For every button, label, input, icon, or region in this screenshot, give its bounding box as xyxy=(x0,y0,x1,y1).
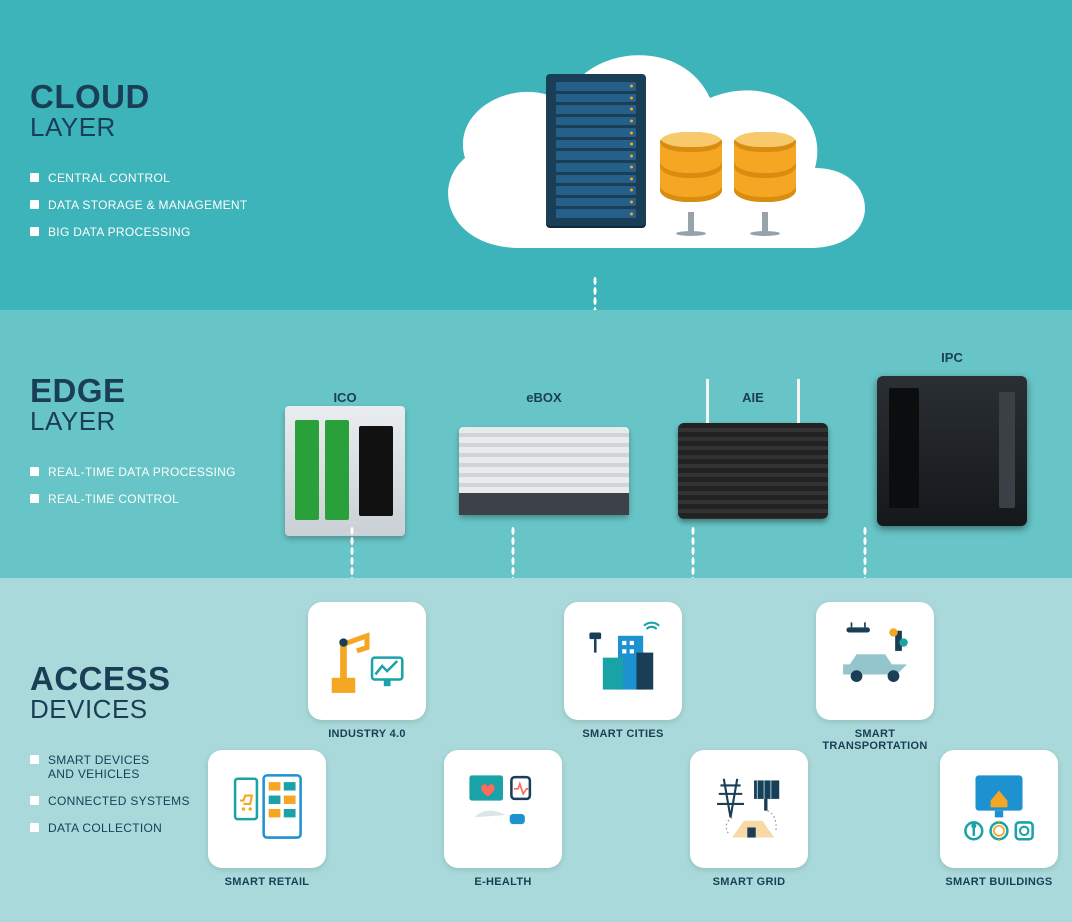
tile-label: SMART TRANSPORTATION xyxy=(810,728,940,752)
database-icon xyxy=(734,132,796,218)
tile-industry xyxy=(308,602,426,720)
edge-device-ebox: eBOX xyxy=(454,390,634,531)
edge-device-ico: ICO xyxy=(270,390,420,531)
tile-label: SMART CITIES xyxy=(560,728,686,740)
server-rack-icon xyxy=(546,74,646,226)
cloud-bullet: DATA STORAGE & MANAGEMENT xyxy=(30,198,248,212)
cloud-bullets: CENTRAL CONTROL DATA STORAGE & MANAGEMEN… xyxy=(30,171,248,239)
smart-cities-icon xyxy=(581,619,665,703)
database-icon xyxy=(660,132,722,218)
device-aie-icon xyxy=(678,423,828,519)
edge-bullet: REAL-TIME CONTROL xyxy=(30,492,236,506)
cloud-title: CLOUD xyxy=(30,78,248,116)
edge-bullets: REAL-TIME DATA PROCESSING REAL-TIME CONT… xyxy=(30,465,236,506)
tile-label: SMART RETAIL xyxy=(204,876,330,888)
edge-device-aie: AIE xyxy=(668,390,838,531)
smart-buildings-icon xyxy=(957,767,1041,851)
access-tiles: INDUSTRY 4.0 SMART CITIES xyxy=(208,602,1048,898)
layer-access: ACCESS DEVICES SMART DEVICES AND VEHICLE… xyxy=(0,578,1072,922)
e-health-icon xyxy=(461,767,545,851)
smart-grid-icon xyxy=(707,767,791,851)
cloud-bullet: CENTRAL CONTROL xyxy=(30,171,248,185)
edge-device-label: AIE xyxy=(668,390,838,405)
edge-device-label: IPC xyxy=(872,350,1032,365)
cloud-subtitle: LAYER xyxy=(30,112,248,143)
tile-label: SMART GRID xyxy=(686,876,812,888)
access-layer-text: ACCESS DEVICES SMART DEVICES AND VEHICLE… xyxy=(30,660,190,848)
edge-bullet: REAL-TIME DATA PROCESSING xyxy=(30,465,236,479)
layer-cloud: CLOUD LAYER CENTRAL CONTROL DATA STORAGE… xyxy=(0,0,1072,310)
cloud-bullet: BIG DATA PROCESSING xyxy=(30,225,248,239)
connector-dots xyxy=(691,526,695,580)
edge-subtitle: LAYER xyxy=(30,406,236,437)
tile-smart-buildings xyxy=(940,750,1058,868)
smart-retail-icon xyxy=(225,767,309,851)
connector-dots xyxy=(863,526,867,580)
edge-devices: ICO eBOX AIE IPC xyxy=(270,350,1032,531)
tile-label: SMART BUILDINGS xyxy=(930,876,1068,888)
smart-transportation-icon xyxy=(833,619,917,703)
access-bullet: CONNECTED SYSTEMS xyxy=(30,794,190,808)
edge-device-ipc: IPC xyxy=(872,350,1032,531)
tile-e-health xyxy=(444,750,562,868)
connector-dots xyxy=(511,526,515,580)
tile-smart-cities xyxy=(564,602,682,720)
tile-smart-grid xyxy=(690,750,808,868)
edge-layer-text: EDGE LAYER REAL-TIME DATA PROCESSING REA… xyxy=(30,372,236,519)
connector-dots xyxy=(350,526,354,580)
access-bullet: DATA COLLECTION xyxy=(30,821,190,835)
edge-title: EDGE xyxy=(30,372,236,410)
tile-label: E-HEALTH xyxy=(440,876,566,888)
tile-smart-retail xyxy=(208,750,326,868)
industry-icon xyxy=(325,619,409,703)
access-bullet: SMART DEVICES AND VEHICLES xyxy=(30,753,190,781)
device-ico-icon xyxy=(285,406,405,536)
access-subtitle: DEVICES xyxy=(30,694,190,725)
tile-label: INDUSTRY 4.0 xyxy=(304,728,430,740)
device-ipc-icon xyxy=(877,376,1027,526)
edge-device-label: eBOX xyxy=(454,390,634,405)
tile-smart-transportation xyxy=(816,602,934,720)
cloud-icon xyxy=(410,18,890,288)
edge-device-label: ICO xyxy=(270,390,420,405)
access-bullets: SMART DEVICES AND VEHICLES CONNECTED SYS… xyxy=(30,753,190,835)
device-ebox-icon xyxy=(459,427,629,515)
layer-edge: EDGE LAYER REAL-TIME DATA PROCESSING REA… xyxy=(0,310,1072,578)
cloud-layer-text: CLOUD LAYER CENTRAL CONTROL DATA STORAGE… xyxy=(30,78,248,252)
access-title: ACCESS xyxy=(30,660,190,698)
